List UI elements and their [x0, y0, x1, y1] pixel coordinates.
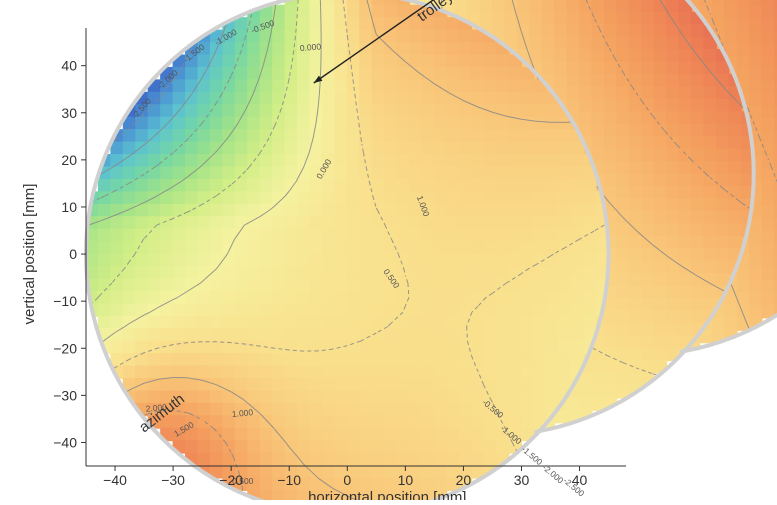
x-tick-label: 30 — [514, 472, 530, 488]
x-tick-label: −40 — [103, 472, 127, 488]
y-tick-label: 30 — [61, 105, 77, 121]
y-tick-label: 0 — [69, 246, 77, 262]
contour-label: 1.000 — [231, 407, 253, 419]
y-tick-label: −40 — [53, 434, 77, 450]
y-tick-label: −20 — [53, 340, 77, 356]
x-tick-label: −10 — [277, 472, 301, 488]
x-tick-label: 20 — [456, 472, 472, 488]
x-tick-label: 0 — [343, 472, 351, 488]
x-tick-label: −20 — [219, 472, 243, 488]
contour-label: 0.000 — [299, 41, 321, 53]
x-axis-label: horizontal position [mm] — [308, 489, 466, 500]
x-tick-label: 40 — [572, 472, 588, 488]
x-tick-label: 10 — [398, 472, 414, 488]
y-tick-label: −10 — [53, 293, 77, 309]
y-tick-label: 20 — [61, 152, 77, 168]
contour-label: -1.500 — [520, 444, 545, 467]
x-tick-label: −30 — [161, 472, 185, 488]
y-tick-label: 10 — [61, 199, 77, 215]
y-tick-label: −30 — [53, 387, 77, 403]
contour-stack-plot: 0.5001.0001.5002.0002.5003.0002.500-2.50… — [0, 0, 777, 500]
y-axis-label: vertical position [mm] — [21, 184, 38, 325]
y-tick-label: 40 — [61, 58, 77, 74]
